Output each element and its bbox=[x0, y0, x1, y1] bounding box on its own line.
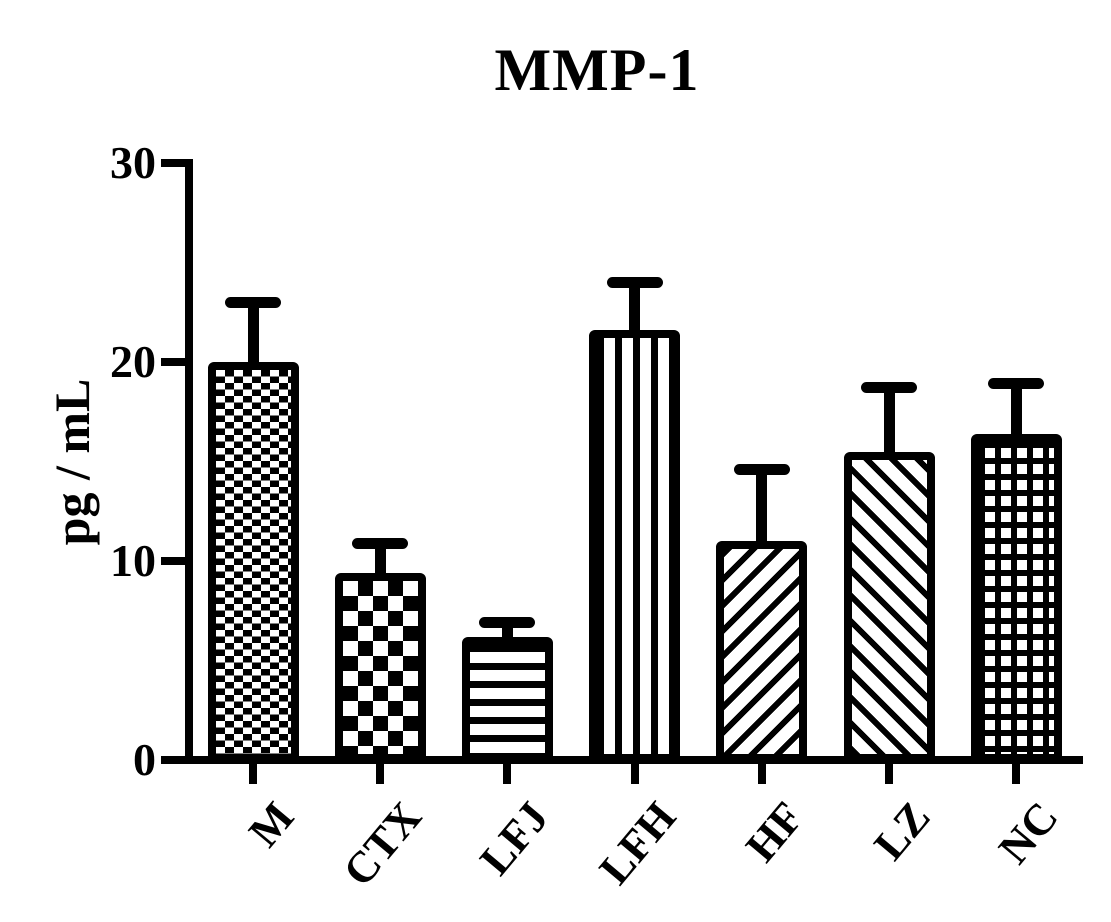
y-tick-label: 10 bbox=[110, 535, 156, 586]
bar-LFJ bbox=[461, 636, 553, 762]
y-tick-label: 0 bbox=[133, 734, 156, 785]
x-tick-mark bbox=[249, 764, 257, 784]
bar-M bbox=[207, 362, 299, 762]
x-category-label-LZ: LZ bbox=[864, 792, 941, 870]
bar-NC bbox=[970, 433, 1062, 762]
x-tick-mark bbox=[630, 764, 639, 784]
error-bar-cap bbox=[352, 537, 409, 549]
error-bar-stem bbox=[501, 622, 513, 643]
error-bar-cap bbox=[479, 617, 536, 629]
bar-LFH bbox=[589, 330, 681, 762]
y-tick-mark bbox=[161, 159, 186, 167]
y-tick-mark bbox=[161, 557, 186, 565]
y-tick-mark bbox=[161, 756, 186, 764]
x-category-label-HF: HF bbox=[736, 792, 813, 872]
x-category-label-LFJ: LFJ bbox=[470, 792, 559, 885]
x-tick-mark bbox=[885, 764, 893, 784]
x-category-label-M: M bbox=[239, 792, 305, 857]
error-bar-stem bbox=[629, 282, 641, 337]
y-tick-label: 30 bbox=[110, 137, 156, 188]
error-bar-cap bbox=[606, 276, 663, 288]
error-bar-stem bbox=[1010, 383, 1022, 440]
x-category-label-CTX: CTX bbox=[333, 792, 432, 896]
error-bar-cap bbox=[733, 463, 790, 475]
error-bar-stem bbox=[756, 469, 768, 548]
x-tick-mark bbox=[1012, 764, 1021, 784]
chart-title: MMP-1 bbox=[494, 37, 700, 103]
error-bar-stem bbox=[883, 387, 895, 458]
error-bar-cap bbox=[861, 382, 917, 394]
error-bar-cap bbox=[988, 378, 1045, 390]
x-category-label-LFH: LFH bbox=[589, 792, 686, 894]
bar-CTX bbox=[334, 572, 426, 762]
x-tick-mark bbox=[376, 764, 385, 784]
y-tick-mark bbox=[161, 358, 186, 366]
bar-LZ bbox=[843, 451, 935, 762]
bar-HF bbox=[716, 541, 808, 762]
error-bar-stem bbox=[374, 543, 386, 579]
x-tick-mark bbox=[503, 764, 512, 784]
y-axis-label: pg / mL bbox=[44, 378, 100, 546]
y-axis-line bbox=[185, 159, 193, 764]
x-category-label-NC: NC bbox=[988, 792, 1068, 873]
error-bar-stem bbox=[247, 302, 259, 368]
error-bar-cap bbox=[225, 296, 281, 308]
x-tick-mark bbox=[757, 764, 766, 784]
y-tick-label: 20 bbox=[110, 336, 156, 387]
